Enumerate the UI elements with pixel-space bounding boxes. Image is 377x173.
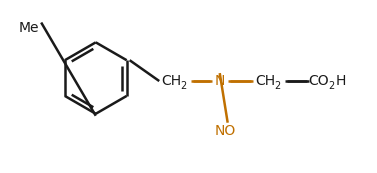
Text: NO: NO (215, 124, 236, 138)
Text: 2: 2 (274, 81, 280, 91)
Text: N: N (215, 74, 225, 88)
Text: CH: CH (255, 74, 276, 88)
Text: 2: 2 (180, 81, 186, 91)
Text: CH: CH (161, 74, 181, 88)
Text: Me: Me (19, 21, 40, 35)
Text: CO: CO (309, 74, 329, 88)
Text: H: H (336, 74, 346, 88)
Text: 2: 2 (329, 81, 335, 91)
